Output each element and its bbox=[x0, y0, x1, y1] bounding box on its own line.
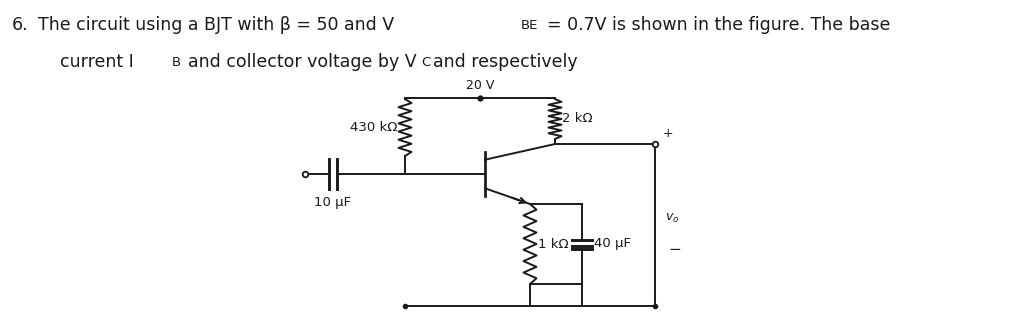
Text: 6.: 6. bbox=[12, 16, 29, 34]
Text: $v_o$: $v_o$ bbox=[665, 212, 679, 225]
Text: 20 V: 20 V bbox=[466, 79, 495, 92]
Text: 1 kΩ: 1 kΩ bbox=[538, 238, 568, 250]
Text: and collector voltage by V: and collector voltage by V bbox=[188, 53, 417, 71]
Text: 430 kΩ: 430 kΩ bbox=[349, 121, 397, 134]
Text: The circuit using a BJT with β = 50 and V: The circuit using a BJT with β = 50 and … bbox=[38, 16, 394, 34]
Text: +: + bbox=[663, 127, 674, 140]
Text: BE: BE bbox=[520, 19, 538, 32]
Text: B: B bbox=[172, 56, 181, 69]
Text: C: C bbox=[421, 56, 430, 69]
Text: −: − bbox=[668, 243, 681, 258]
Text: 40 μF: 40 μF bbox=[594, 238, 631, 250]
Text: 2 kΩ: 2 kΩ bbox=[562, 112, 593, 126]
Text: current I: current I bbox=[38, 53, 134, 71]
Text: and respectively: and respectively bbox=[433, 53, 578, 71]
Text: = 0.7V is shown in the figure. The base: = 0.7V is shown in the figure. The base bbox=[547, 16, 891, 34]
Text: 10 μF: 10 μF bbox=[314, 196, 351, 209]
